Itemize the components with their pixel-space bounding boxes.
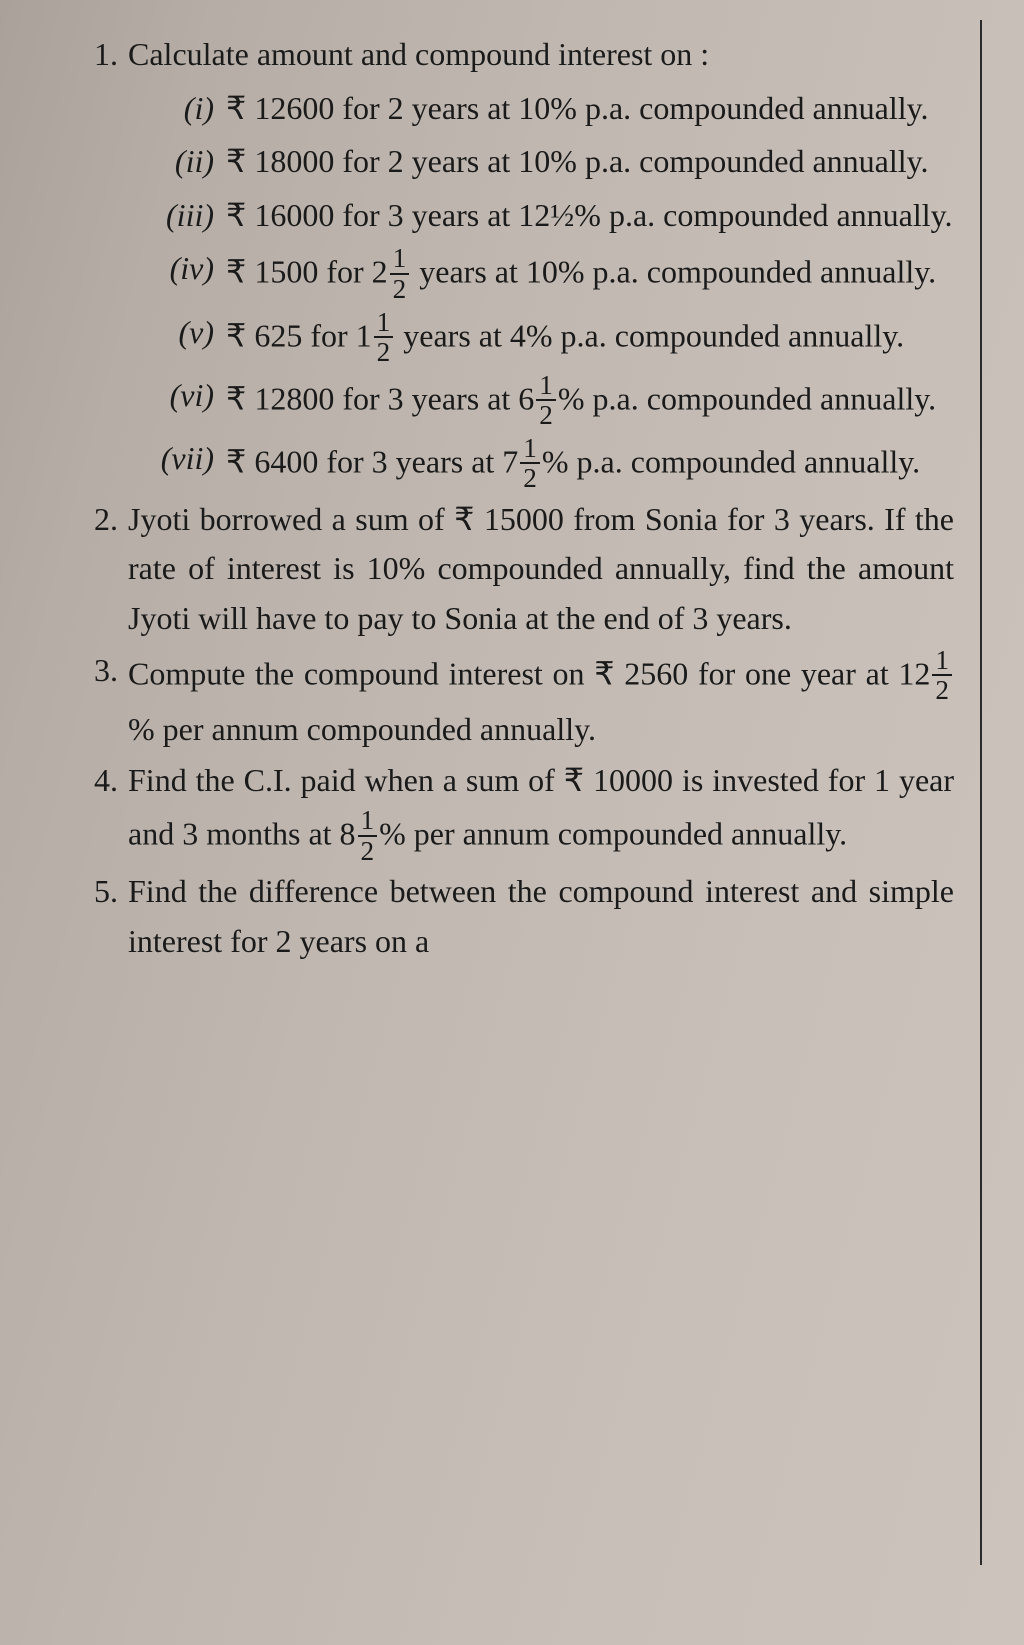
time: 3 [388, 197, 404, 233]
q1-part-i: (i) ₹ 12600 for 2 years at 10% p.a. comp… [128, 84, 954, 134]
q2-body: Jyoti borrowed a sum of ₹ 15000 from Son… [128, 495, 974, 644]
rate: 10% [526, 254, 585, 290]
q4-after: % per annum compounded annually. [379, 816, 847, 852]
q5-number: 5. [70, 867, 128, 966]
rate: 4% [510, 317, 553, 353]
q1-part-v: (v) ₹ 625 for 112 years at 4% p.a. compo… [128, 308, 954, 367]
rate: 10% [518, 90, 577, 126]
rate-whole: 8 [340, 816, 356, 852]
q2-number: 2. [70, 495, 128, 644]
principal: ₹ 1500 [226, 254, 318, 290]
part-label: (v) [128, 308, 226, 367]
q1-part-vi: (vi) ₹ 12800 for 3 years at 612% p.a. co… [128, 371, 954, 430]
part-label: (iii) [128, 191, 226, 241]
question-1: 1. Calculate amount and compound interes… [70, 30, 974, 493]
time-whole: 2 [372, 254, 388, 290]
q1-number: 1. [70, 30, 128, 493]
part-body: ₹ 625 for 112 years at 4% p.a. compounde… [226, 308, 954, 367]
textbook-page: 1. Calculate amount and compound interes… [0, 0, 1024, 1645]
question-5: 5. Find the difference between the compo… [70, 867, 974, 966]
q1-part-ii: (ii) ₹ 18000 for 2 years at 10% p.a. com… [128, 137, 954, 187]
rate-whole: 6 [518, 380, 534, 416]
part-label: (ii) [128, 137, 226, 187]
part-body: ₹ 12800 for 3 years at 612% p.a. compoun… [226, 371, 954, 430]
question-2: 2. Jyoti borrowed a sum of ₹ 15000 from … [70, 495, 974, 644]
q3-after: % per annum compounded annually. [128, 711, 596, 747]
rate: 10% [518, 143, 577, 179]
q4-number: 4. [70, 756, 128, 865]
time: 3 [372, 443, 388, 479]
part-body: ₹ 12600 for 2 years at 10% p.a. compound… [226, 84, 954, 134]
principal: ₹ 12600 [226, 90, 334, 126]
time-fraction: 12 [390, 244, 410, 303]
part-body: ₹ 18000 for 2 years at 10% p.a. compound… [226, 137, 954, 187]
tail: p.a. compounded annually. [585, 90, 929, 126]
tail: p.a. compounded annually. [577, 443, 921, 479]
principal: ₹ 12800 [226, 380, 334, 416]
q1-part-iii: (iii) ₹ 16000 for 3 years at 12½% p.a. c… [128, 191, 954, 241]
rate-whole: 12 [898, 655, 930, 691]
q3-before: Compute the compound interest on ₹ 2560 … [128, 655, 898, 691]
principal: ₹ 16000 [226, 197, 334, 233]
q3-body: Compute the compound interest on ₹ 2560 … [128, 646, 974, 755]
rate-fraction: 12 [520, 434, 540, 493]
time-fraction: 12 [374, 308, 394, 367]
part-label: (vii) [128, 434, 226, 493]
time-whole: 1 [356, 317, 372, 353]
tail: p.a. compounded annually. [561, 317, 905, 353]
q1-part-iv: (iv) ₹ 1500 for 212 years at 10% p.a. co… [128, 244, 954, 303]
q1-body: Calculate amount and compound interest o… [128, 30, 974, 493]
time: 2 [388, 90, 404, 126]
rate-fraction: 12 [358, 806, 378, 865]
time: 2 [388, 143, 404, 179]
tail: p.a. compounded annually. [593, 380, 937, 416]
q1-part-vii: (vii) ₹ 6400 for 3 years at 712% p.a. co… [128, 434, 954, 493]
q4-body: Find the C.I. paid when a sum of ₹ 10000… [128, 756, 974, 865]
rate-whole: 7 [502, 443, 518, 479]
rate: 12½% [518, 197, 601, 233]
principal: ₹ 18000 [226, 143, 334, 179]
part-label: (iv) [128, 244, 226, 303]
q5-body: Find the difference between the compound… [128, 867, 974, 966]
q1-intro: Calculate amount and compound interest o… [128, 30, 954, 80]
time: 3 [388, 380, 404, 416]
tail: p.a. compounded annually. [593, 254, 937, 290]
q3-number: 3. [70, 646, 128, 755]
part-body: ₹ 6400 for 3 years at 712% p.a. compound… [226, 434, 954, 493]
tail: p.a. compounded annually. [585, 143, 929, 179]
rate-fraction: 12 [932, 646, 952, 705]
part-label: (i) [128, 84, 226, 134]
part-body: ₹ 1500 for 212 years at 10% p.a. compoun… [226, 244, 954, 303]
tail: p.a. compounded annually. [609, 197, 953, 233]
question-4: 4. Find the C.I. paid when a sum of ₹ 10… [70, 756, 974, 865]
principal: ₹ 625 [226, 317, 302, 353]
part-label: (vi) [128, 371, 226, 430]
rate-fraction: 12 [536, 371, 556, 430]
part-body: ₹ 16000 for 3 years at 12½% p.a. compoun… [226, 191, 954, 241]
principal: ₹ 6400 [226, 443, 318, 479]
question-3: 3. Compute the compound interest on ₹ 25… [70, 646, 974, 755]
